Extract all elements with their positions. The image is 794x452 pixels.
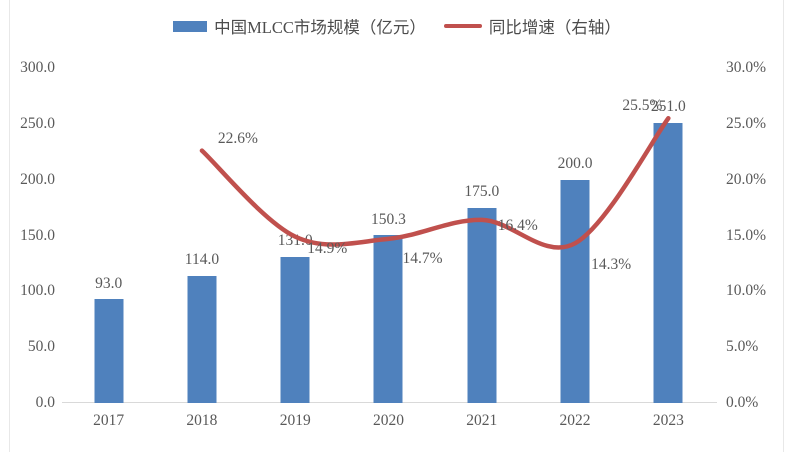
y-axis-right-tick-label: 20.0% <box>726 170 767 188</box>
bar-value-label: 175.0 <box>464 183 500 201</box>
chart-legend: 中国MLCC市场规模（亿元） 同比增速（右轴） <box>0 14 794 38</box>
y-axis-right-tick-label: 25.0% <box>726 114 767 132</box>
x-axis-tick-label: 2023 <box>652 412 684 429</box>
bar-slot: 114.0 <box>155 68 248 403</box>
x-axis-tick-label: 2017 <box>93 412 125 429</box>
bar-slot: 251.0 <box>622 68 715 403</box>
y-axis-left-tick-label: 200.0 <box>20 170 55 188</box>
bar-series: 93.0 114.0 131.0 150.3 175.0 200.0 251.0 <box>62 68 715 403</box>
legend-line-swatch-icon <box>443 24 482 28</box>
y-axis-right-tick-label: 30.0% <box>726 59 767 76</box>
legend-bar-swatch-icon <box>173 20 208 32</box>
bar-slot: 93.0 <box>62 68 155 403</box>
bar-slot: 131.0 <box>249 68 342 403</box>
bar[interactable] <box>653 122 683 403</box>
bar[interactable] <box>467 207 497 403</box>
y-axis-left-tick-label: 150.0 <box>20 226 55 244</box>
bar-slot: 200.0 <box>528 68 621 403</box>
y-axis-left-tick-label: 0.0 <box>35 394 55 411</box>
bar-value-label: 150.3 <box>371 210 406 228</box>
bar[interactable] <box>280 256 310 403</box>
bar-value-label: 93.0 <box>95 274 123 292</box>
chart-frame-right <box>783 0 784 452</box>
line-value-label: 16.4% <box>497 216 538 234</box>
y-axis-right-tick-label: 0.0% <box>726 394 759 411</box>
line-series <box>199 116 671 250</box>
y-axis-left-tick-label: 250.0 <box>20 114 55 132</box>
bar-value-label: 114.0 <box>184 251 220 269</box>
bar-slot: 150.3 <box>342 68 435 403</box>
y-axis-right-tick-label: 10.0% <box>726 282 767 300</box>
bar[interactable] <box>187 275 217 403</box>
y-axis-right: 30.0% 25.0% 20.0% 15.0% 10.0% 5.0% 0.0% <box>726 0 792 452</box>
x-axis-tick-label: 2022 <box>559 412 591 429</box>
line-value-label: 14.9% <box>307 239 348 257</box>
chart-frame-left <box>9 0 10 452</box>
legend-item-bar-series[interactable]: 中国MLCC市场规模（亿元） <box>173 14 426 38</box>
bar-slot: 175.0 <box>435 68 528 403</box>
line-value-label: 25.5% <box>622 97 663 115</box>
x-axis-tick-label: 2019 <box>279 412 311 429</box>
y-axis-left-tick-label: 300.0 <box>20 59 55 76</box>
line-value-label: 22.6% <box>217 129 258 147</box>
bar[interactable] <box>373 235 403 403</box>
x-axis-tick-label: 2020 <box>372 412 404 429</box>
legend-item-label: 中国MLCC市场规模（亿元） <box>214 18 426 37</box>
x-axis-tick-label: 2018 <box>186 412 218 429</box>
x-axis-tick-label: 2021 <box>466 412 498 429</box>
legend-item-label: 同比增速（右轴） <box>488 18 621 37</box>
bar-value-label: 200.0 <box>557 155 593 173</box>
y-axis-right-tick-label: 15.0% <box>726 226 767 244</box>
y-axis-left: 300.0 250.0 200.0 150.0 100.0 50.0 0.0 <box>0 0 55 452</box>
bar-value-label: 131.0 <box>277 232 313 250</box>
y-axis-right-tick-label: 5.0% <box>726 338 759 356</box>
x-axis-labels: 2017 2018 2019 2020 2021 2022 2023 <box>62 412 715 440</box>
line-value-label: 14.7% <box>402 249 443 267</box>
line-value-label: 14.3% <box>591 256 632 274</box>
plot-area: 93.0 114.0 131.0 150.3 175.0 200.0 251.0 22.6%… <box>62 68 715 403</box>
y-axis-left-tick-label: 100.0 <box>20 282 55 300</box>
bar-value-label: 251.0 <box>650 98 686 116</box>
growth-rate-line <box>199 116 671 250</box>
bar[interactable] <box>560 179 590 403</box>
y-axis-left-tick-label: 50.0 <box>27 338 55 356</box>
legend-item-line-series[interactable]: 同比增速（右轴） <box>443 14 621 38</box>
bar[interactable] <box>94 299 124 403</box>
